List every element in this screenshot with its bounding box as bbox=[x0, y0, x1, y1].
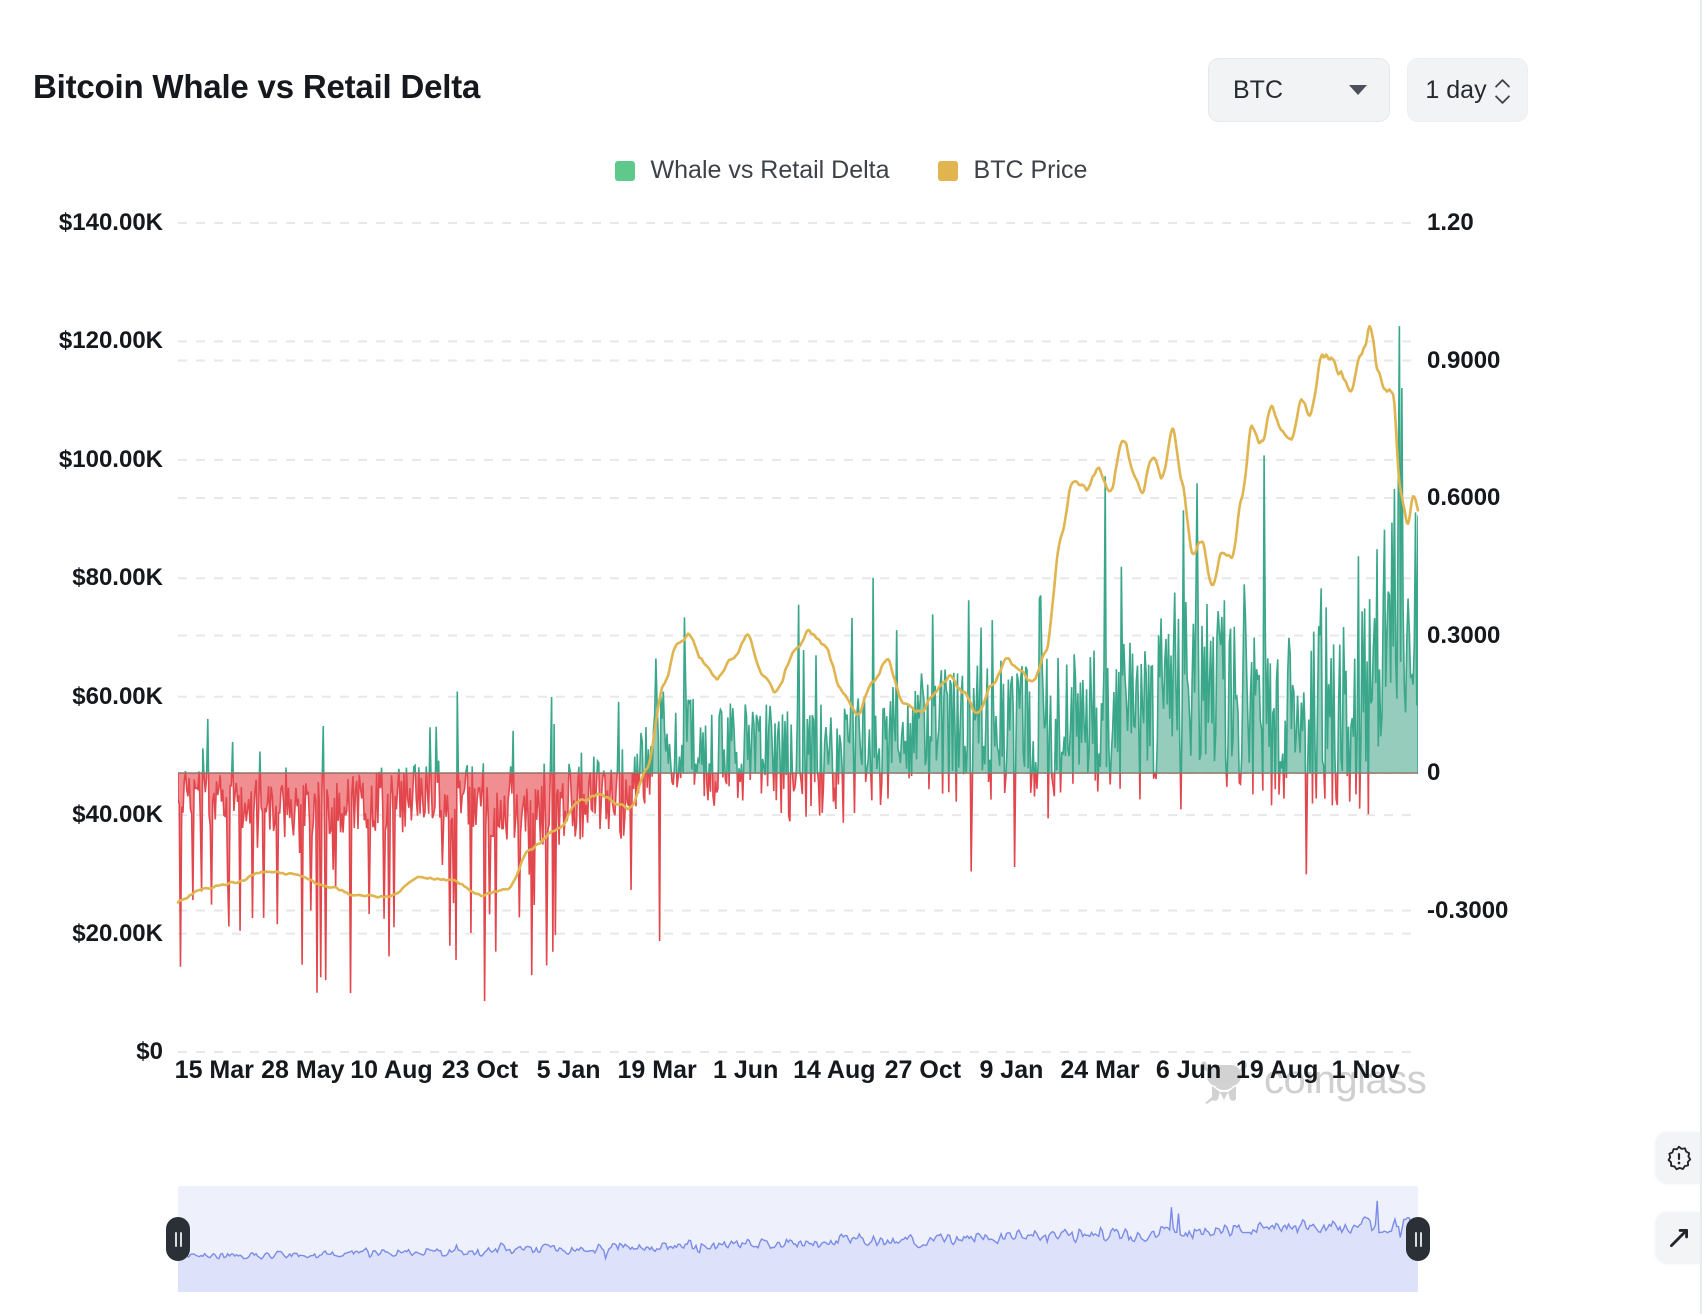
brush-preview-chart bbox=[178, 1200, 1418, 1292]
legend-swatch-delta bbox=[614, 160, 635, 181]
legend-label-delta: Whale vs Retail Delta bbox=[650, 156, 890, 184]
x-axis-tick: 28 May bbox=[261, 1056, 345, 1084]
brush-handle-right[interactable] bbox=[1406, 1217, 1430, 1261]
page-title: Bitcoin Whale vs Retail Delta bbox=[33, 68, 481, 105]
x-axis-tick: 6 Jun bbox=[1155, 1056, 1222, 1084]
left-axis-tick: $40.00K bbox=[72, 801, 163, 829]
range-brush[interactable] bbox=[166, 1186, 1430, 1292]
legend-item-price[interactable]: BTC Price bbox=[937, 156, 1088, 185]
page-right-edge bbox=[1700, 0, 1702, 1314]
x-axis-tick: 10 Aug bbox=[350, 1056, 433, 1084]
right-axis-tick: 0.3000 bbox=[1427, 621, 1501, 649]
left-axis-tick: $100.00K bbox=[58, 445, 163, 473]
x-axis-tick: 14 Aug bbox=[793, 1056, 876, 1084]
left-axis-tick: $0 bbox=[136, 1038, 163, 1065]
right-axis-tick: 0 bbox=[1427, 759, 1441, 786]
interval-stepper-value: 1 day bbox=[1425, 75, 1487, 104]
right-axis-tick: -0.3000 bbox=[1427, 896, 1509, 924]
stepper-down-icon[interactable] bbox=[1497, 93, 1510, 101]
right-axis-tick: 0.9000 bbox=[1427, 346, 1501, 374]
legend-label-price: BTC Price bbox=[973, 156, 1088, 184]
alert-button[interactable] bbox=[1656, 1132, 1702, 1184]
right-axis-tick: 1.20 bbox=[1427, 209, 1474, 236]
x-axis-tick: 19 Aug bbox=[1235, 1056, 1319, 1084]
x-axis-tick: 19 Mar bbox=[617, 1056, 697, 1084]
x-axis-tick: 9 Jan bbox=[979, 1056, 1044, 1084]
chevron-down-icon bbox=[1349, 85, 1367, 95]
right-axis-tick: 0.6000 bbox=[1427, 484, 1501, 511]
legend-item-delta[interactable]: Whale vs Retail Delta bbox=[614, 156, 890, 185]
x-axis-tick: 5 Jan bbox=[536, 1056, 601, 1084]
x-axis-tick: 15 Mar bbox=[174, 1056, 254, 1084]
stepper-updown-icon[interactable] bbox=[1497, 80, 1510, 101]
chart-legend: Whale vs Retail Delta BTC Price bbox=[0, 156, 1702, 185]
x-axis-tick: 23 Oct bbox=[441, 1056, 519, 1084]
chart-canvas bbox=[176, 222, 1420, 1053]
x-axis-tick: 24 Mar bbox=[1060, 1056, 1140, 1084]
left-axis-tick: $120.00K bbox=[58, 327, 163, 355]
interval-stepper[interactable]: 1 day bbox=[1407, 58, 1528, 122]
asset-select[interactable]: BTC bbox=[1208, 58, 1390, 122]
expand-button[interactable] bbox=[1656, 1212, 1702, 1264]
left-axis-tick: $20.00K bbox=[72, 919, 163, 947]
x-axis-tick: 1 Nov bbox=[1331, 1056, 1400, 1084]
asset-select-value: BTC bbox=[1233, 75, 1283, 104]
chart-header: Bitcoin Whale vs Retail Delta BTC 1 day bbox=[0, 0, 1702, 150]
chart-plot-area[interactable] bbox=[0, 196, 1702, 1096]
legend-swatch-price bbox=[937, 160, 958, 181]
brush-handle-left[interactable] bbox=[166, 1217, 190, 1261]
alert-badge-icon bbox=[1667, 1145, 1692, 1171]
x-axis: 15 Mar 28 May 10 Aug 23 Oct 5 Jan 19 Mar 1 Jun… bbox=[0, 1056, 1702, 1096]
stepper-up-icon[interactable] bbox=[1497, 80, 1510, 88]
left-axis-tick: $140.00K bbox=[58, 209, 163, 236]
x-axis-tick: 1 Jun bbox=[713, 1056, 779, 1084]
left-axis-tick: $60.00K bbox=[72, 682, 163, 710]
expand-arrow-icon bbox=[1670, 1229, 1688, 1247]
left-axis-tick: $80.00K bbox=[72, 564, 163, 592]
x-axis-tick: 27 Oct bbox=[884, 1056, 962, 1084]
